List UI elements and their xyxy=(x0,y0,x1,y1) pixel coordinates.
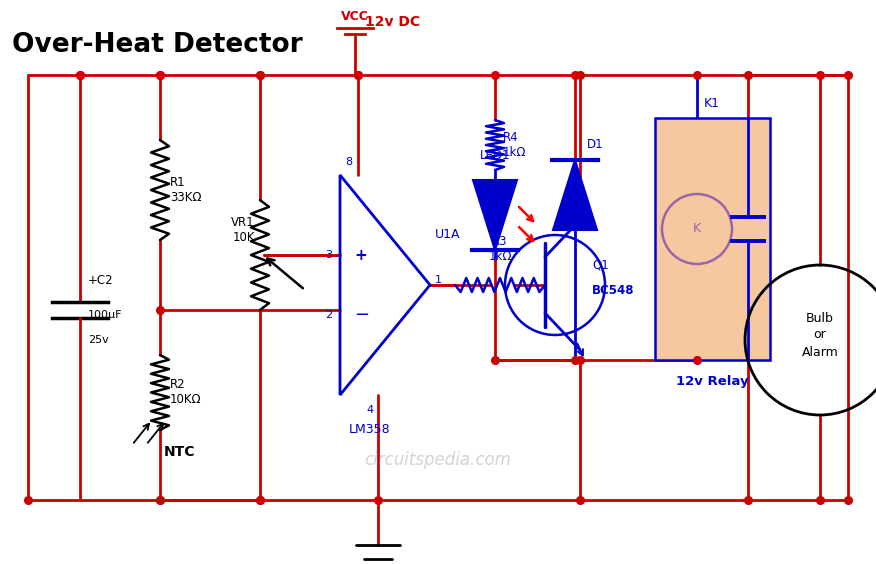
Text: Bulb
or
Alarm: Bulb or Alarm xyxy=(802,311,838,359)
Text: 8: 8 xyxy=(345,157,352,167)
Text: BC548: BC548 xyxy=(592,284,634,297)
Text: R4
1kΩ: R4 1kΩ xyxy=(503,131,526,159)
Text: circuitspedia.com: circuitspedia.com xyxy=(364,451,512,469)
Text: D1: D1 xyxy=(587,139,604,152)
Text: −: − xyxy=(354,306,369,324)
Text: LED1: LED1 xyxy=(480,149,510,162)
Text: Q1: Q1 xyxy=(592,258,609,271)
Polygon shape xyxy=(553,160,597,230)
Text: 12v DC: 12v DC xyxy=(365,15,420,29)
Text: R3
1kΩ: R3 1kΩ xyxy=(488,235,512,263)
Text: +: + xyxy=(354,248,367,262)
Text: 12v Relay: 12v Relay xyxy=(675,375,748,388)
Polygon shape xyxy=(473,180,517,250)
Text: R1
33KΩ: R1 33KΩ xyxy=(170,176,201,204)
Text: 100μF: 100μF xyxy=(88,310,123,320)
Text: VCC: VCC xyxy=(341,10,369,23)
Text: +C2: +C2 xyxy=(88,274,114,287)
Text: U1A: U1A xyxy=(435,228,461,241)
Text: R2
10KΩ: R2 10KΩ xyxy=(170,378,201,406)
Text: VR1
10K: VR1 10K xyxy=(231,216,255,244)
Text: LM358: LM358 xyxy=(350,423,391,436)
Text: 1: 1 xyxy=(435,275,442,285)
Text: K1: K1 xyxy=(704,97,720,110)
Text: K: K xyxy=(693,223,701,236)
Text: 3: 3 xyxy=(325,250,332,260)
Text: 4: 4 xyxy=(366,405,373,415)
Text: 2: 2 xyxy=(325,310,332,320)
Text: NTC: NTC xyxy=(164,445,195,459)
Text: 25v: 25v xyxy=(88,335,109,345)
Text: Over-Heat Detector: Over-Heat Detector xyxy=(12,32,302,58)
FancyBboxPatch shape xyxy=(655,118,770,360)
